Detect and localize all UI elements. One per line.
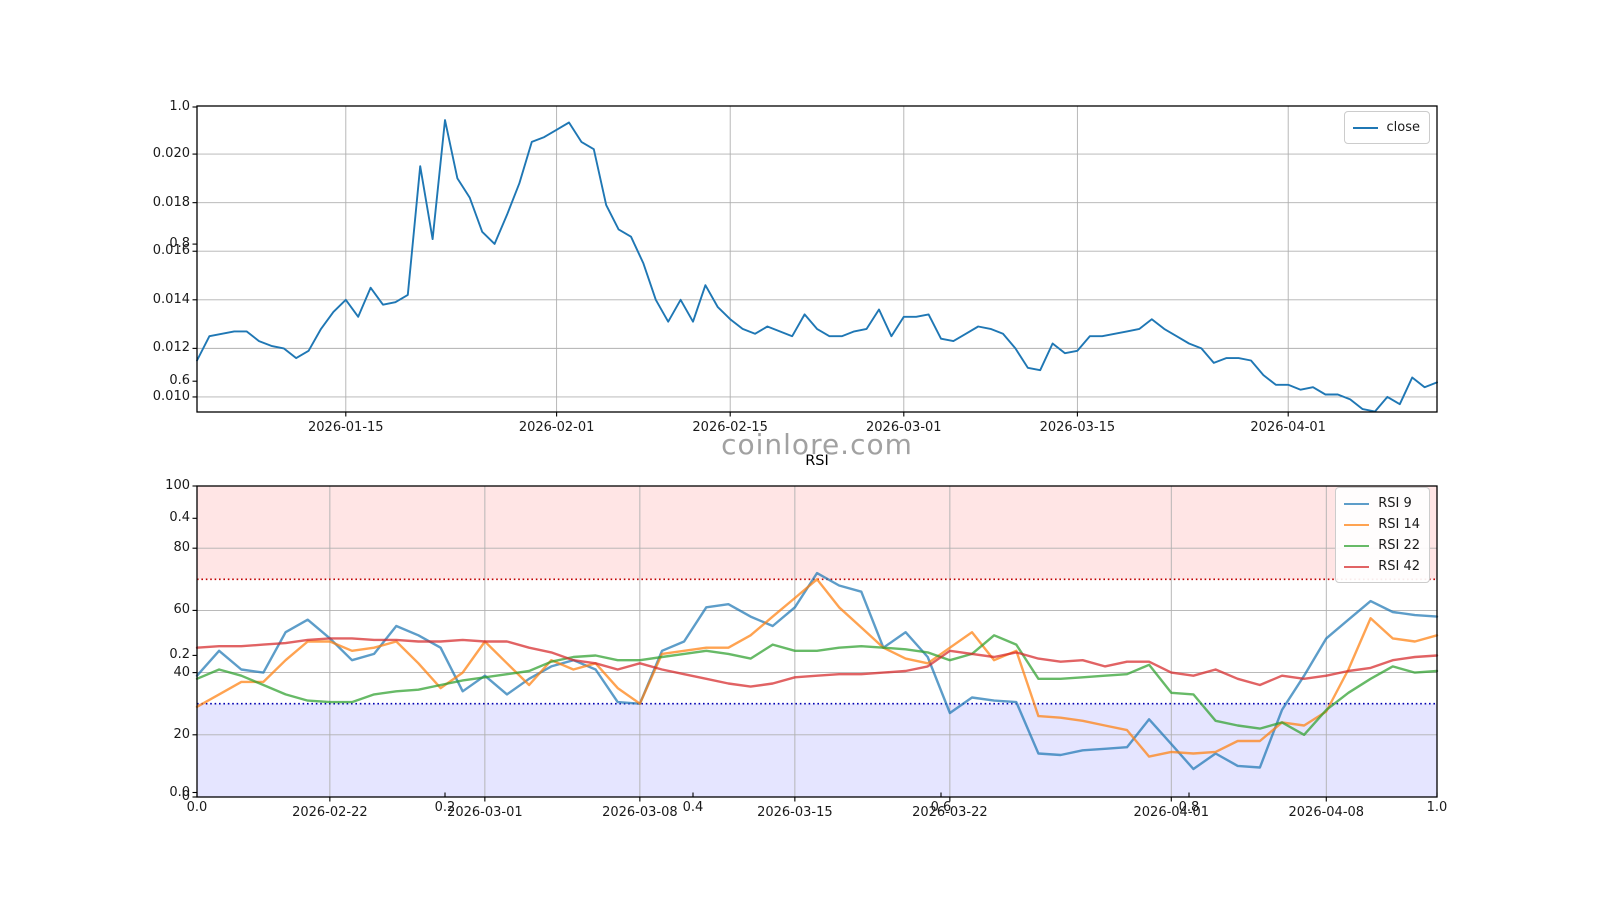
- legend-row-close: close: [1352, 117, 1420, 138]
- legend-row-rsi-42: RSI 42: [1344, 556, 1420, 577]
- watermark: coinlore.com: [721, 428, 913, 461]
- price-xtick-label: 2026-04-01: [1250, 420, 1326, 435]
- legend-row-rsi-14: RSI 14: [1344, 514, 1420, 535]
- rsi-xtick-label: 2026-03-01: [447, 805, 523, 820]
- price-xtick-label: 2026-02-15: [692, 420, 768, 435]
- rsi-series-rsi-42-line: [195, 637, 1439, 688]
- rsi-xtick-label: 2026-03-15: [757, 805, 833, 820]
- price-ytick-label: 0.018: [152, 194, 190, 210]
- legend-label: RSI 9: [1378, 496, 1412, 511]
- price-xtick-label: 2026-03-15: [1039, 420, 1116, 435]
- rsi-series-rsi-22-line: [195, 634, 1439, 736]
- rsi-series-rsi-9-line: [195, 571, 1439, 771]
- overlay-ytick-label: 0.2: [169, 647, 190, 663]
- rsi-chart-title: RSI: [805, 453, 829, 469]
- price-ytick-label: 0.012: [152, 340, 190, 356]
- overlay-ytick-label: 0.8: [169, 236, 190, 252]
- rsi-legend: RSI 9 RSI 14 RSI 22 RSI 42: [1335, 487, 1430, 583]
- overlay-xtick-label: 0.4: [682, 800, 704, 815]
- price-ytick-label: 0.014: [152, 291, 190, 307]
- legend-row-rsi-22: RSI 22: [1344, 535, 1420, 556]
- rsi-ytick-label: 60: [173, 602, 190, 618]
- price-xtick-label: 2026-02-01: [518, 420, 595, 435]
- price-xtick-label: 2026-01-15: [308, 420, 384, 435]
- overlay-xtick-label: 0.8: [1178, 800, 1200, 815]
- rsi-series-rsi-14-line: [195, 578, 1439, 758]
- legend-label: RSI 22: [1378, 538, 1420, 553]
- legend-label: RSI 14: [1378, 517, 1420, 532]
- price-ytick-label: 0.020: [152, 146, 190, 162]
- price-axes-border: [196, 105, 1438, 413]
- legend-row-rsi-9: RSI 9: [1344, 493, 1420, 514]
- rsi-axes-border: [196, 485, 1438, 798]
- legend-line-sample: [1344, 523, 1370, 526]
- rsi-xtick-label: 2026-04-08: [1288, 805, 1365, 820]
- rsi-oversold-band: [197, 703, 1437, 797]
- legend-label: close: [1386, 120, 1420, 135]
- rsi-xtick-label: 2026-03-08: [602, 805, 678, 820]
- rsi-overbought-band: [197, 486, 1437, 580]
- price-legend: close: [1343, 111, 1430, 144]
- rsi-ytick-label: 40: [173, 664, 190, 680]
- price-xtick-label: 2026-03-01: [866, 420, 942, 435]
- legend-line-sample: [1344, 502, 1370, 505]
- rsi-xtick-label: 2026-04-01: [1133, 805, 1210, 820]
- overlay-ytick-label: 0.0: [169, 784, 190, 800]
- overlay-ytick-label: 1.0: [169, 99, 190, 114]
- rsi-xtick-label: 2026-03-22: [912, 805, 988, 820]
- rsi-xtick-label: 2026-02-22: [292, 805, 368, 820]
- rsi-ytick-label: 100: [165, 478, 190, 493]
- overlay-xtick-label: 0.2: [434, 800, 456, 815]
- price-ytick-label: 0.016: [152, 243, 190, 259]
- rsi-ytick-label: 0: [181, 789, 190, 804]
- overlay-xtick-label: 1.0: [1426, 800, 1448, 815]
- overlay-xtick-label: 0.0: [186, 800, 208, 815]
- rsi-ytick-label: 20: [173, 726, 190, 742]
- overlay-ytick-label: 0.6: [169, 373, 190, 389]
- overlay-xtick-label: 0.6: [930, 800, 952, 815]
- rsi-ytick-label: 80: [173, 540, 190, 556]
- legend-line-sample: [1344, 565, 1370, 568]
- price-ytick-label: 0.010: [152, 388, 190, 404]
- overlay-ytick-label: 0.4: [169, 510, 190, 526]
- legend-label: RSI 42: [1378, 559, 1420, 574]
- legend-line-sample: [1352, 126, 1378, 129]
- price-series-close-line: [196, 119, 1438, 413]
- legend-line-sample: [1344, 544, 1370, 547]
